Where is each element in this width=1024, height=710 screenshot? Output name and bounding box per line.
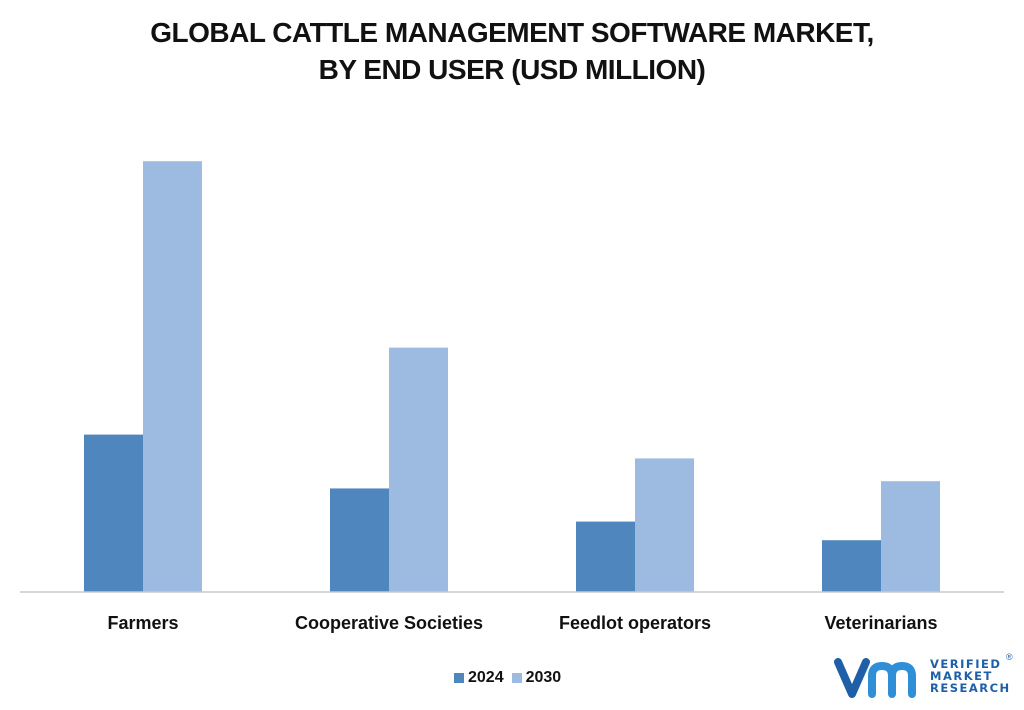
bar-2030-cooperative-societies: [389, 347, 448, 592]
logo-text-line-3: RESEARCH: [930, 681, 1011, 695]
legend: 2024 2030: [454, 669, 569, 687]
bar-2030-feedlot-operators: [635, 458, 694, 592]
bar-2030-veterinarians: [881, 481, 940, 592]
bar-2024-cooperative-societies: [330, 488, 389, 592]
legend-label-2024: 2024: [468, 669, 504, 686]
chart-title: GLOBAL CATTLE MANAGEMENT SOFTWARE MARKET…: [0, 14, 1024, 88]
logo-text-line-1: VERIFIED: [930, 657, 1002, 671]
legend-label-2030: 2030: [525, 669, 562, 686]
bar-2030-farmers: [143, 161, 202, 592]
x-tick-label-cooperative-societies: Cooperative Societies: [295, 613, 483, 633]
legend-swatch-2024: [454, 673, 464, 683]
bar-2024-veterinarians: [822, 540, 881, 592]
vmr-logo-icon: [834, 658, 916, 698]
bar-2024-feedlot-operators: [576, 521, 635, 592]
x-tick-label-feedlot-operators: Feedlot operators: [559, 613, 711, 633]
bar-chart: Farmers Cooperative Societies Feedlot oper…: [20, 161, 1004, 633]
x-tick-label-farmers: Farmers: [107, 613, 178, 633]
legend-item-2030: 2030: [511, 669, 562, 687]
logo-text-line-2: MARKET: [930, 669, 993, 683]
legend-item-2024: 2024: [454, 669, 504, 687]
registered-mark: ®: [1006, 652, 1013, 662]
logo-text: VERIFIED MARKET RESEARCH: [930, 658, 1011, 694]
bars-group: [84, 161, 940, 592]
chart-title-line-2: BY END USER (USD MILLION): [318, 54, 706, 85]
x-tick-label-veterinarians: Veterinarians: [824, 613, 937, 633]
chart-title-line-1: GLOBAL CATTLE MANAGEMENT SOFTWARE MARKET…: [150, 17, 874, 48]
verified-market-research-logo: VERIFIED MARKET RESEARCH ®: [834, 652, 1019, 700]
legend-swatch-2030: [511, 673, 522, 683]
bar-2024-farmers: [84, 434, 143, 592]
x-tick-labels: Farmers Cooperative Societies Feedlot oper…: [107, 613, 937, 633]
